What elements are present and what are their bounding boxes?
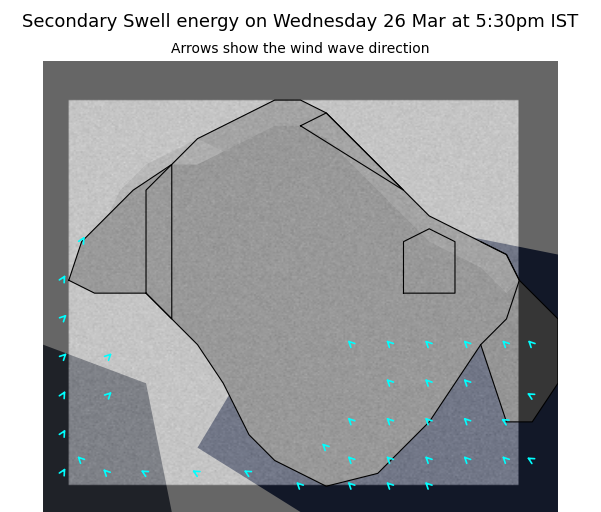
Polygon shape [172, 100, 519, 293]
Polygon shape [108, 139, 223, 216]
Polygon shape [69, 164, 172, 319]
Polygon shape [481, 254, 558, 422]
Text: Arrows show the wind wave direction: Arrows show the wind wave direction [171, 42, 430, 56]
Polygon shape [198, 216, 558, 512]
Polygon shape [69, 100, 519, 486]
Polygon shape [300, 460, 339, 486]
Text: Secondary Swell energy on Wednesday 26 Mar at 5:30pm IST: Secondary Swell energy on Wednesday 26 M… [22, 12, 579, 31]
Polygon shape [43, 345, 172, 512]
